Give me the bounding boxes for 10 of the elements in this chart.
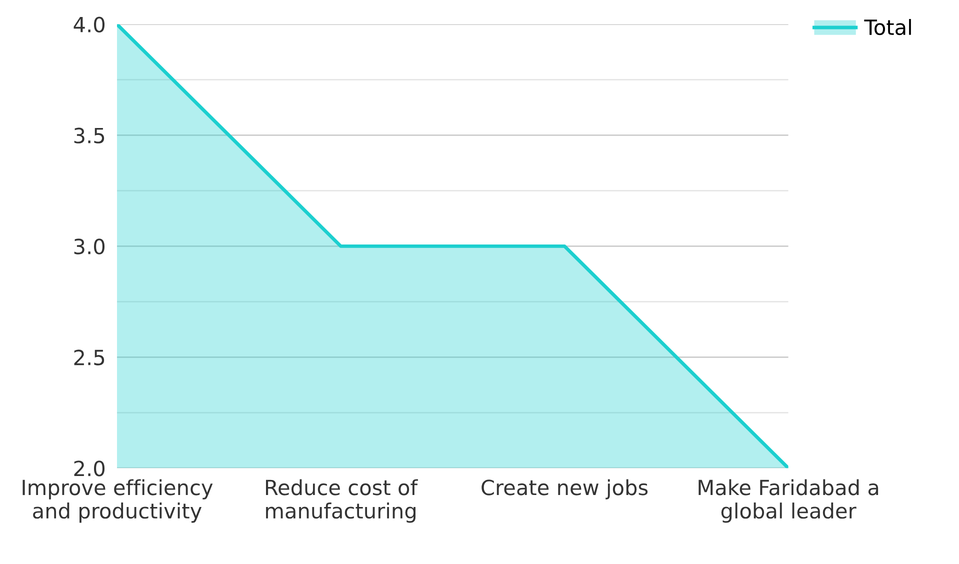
y-tick-label: 2.5 [74,350,104,366]
y-tick-label: 3.5 [74,128,104,144]
y-tick-label: 2.0 [74,460,105,476]
x-tick-label: Improve efficiency and productivity [22,479,213,523]
legend-label: Total [864,18,911,36]
x-tick-label: Reduce cost of manufacturing [266,479,418,523]
x-tick-label: Create new jobs [482,479,648,500]
x-tick-label: Make Faridabad a global leader [698,479,878,523]
y-tick-label: 3.0 [74,238,105,254]
y-tick-label: 4.0 [74,16,105,32]
